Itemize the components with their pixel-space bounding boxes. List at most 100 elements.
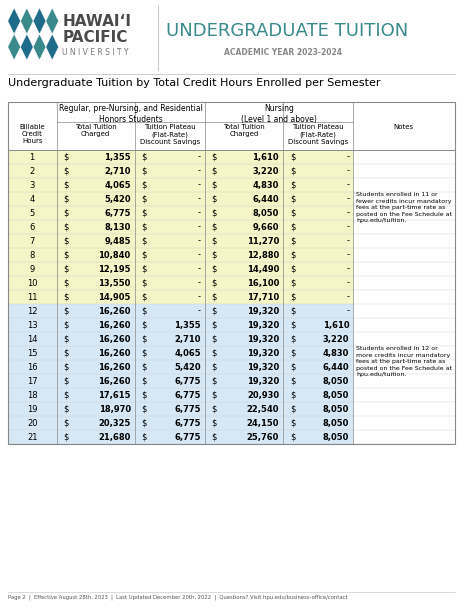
Text: $: $ — [290, 180, 295, 189]
Text: Total Tuition
Charged: Total Tuition Charged — [223, 124, 265, 137]
Text: $: $ — [290, 208, 295, 218]
Bar — [8, 150, 353, 164]
Text: -: - — [346, 292, 349, 302]
Text: 13: 13 — [27, 321, 37, 330]
Text: 12,195: 12,195 — [98, 264, 131, 273]
Text: -: - — [198, 153, 201, 161]
Text: 19,320: 19,320 — [247, 306, 279, 316]
Text: 9,660: 9,660 — [253, 223, 279, 232]
Text: Tuition Plateau
(Flat-Rate)
Discount Savings: Tuition Plateau (Flat-Rate) Discount Sav… — [288, 124, 348, 145]
Bar — [8, 206, 353, 220]
Text: 11: 11 — [27, 292, 37, 302]
Text: $: $ — [64, 335, 69, 343]
Text: -: - — [198, 237, 201, 245]
Text: 6,775: 6,775 — [174, 390, 201, 400]
Text: -: - — [346, 237, 349, 245]
Text: 16,260: 16,260 — [98, 349, 131, 357]
Text: 8,050: 8,050 — [323, 433, 349, 441]
Text: $: $ — [290, 153, 295, 161]
Text: -: - — [198, 251, 201, 259]
Text: 9,485: 9,485 — [104, 237, 131, 245]
Text: $: $ — [141, 292, 147, 302]
Text: $: $ — [141, 223, 147, 232]
Text: $: $ — [290, 405, 295, 414]
Text: $: $ — [212, 362, 217, 371]
Text: 22,540: 22,540 — [246, 405, 279, 414]
Text: $: $ — [141, 405, 147, 414]
Text: -: - — [346, 153, 349, 161]
Text: UNDERGRADUATE TUITION: UNDERGRADUATE TUITION — [166, 22, 408, 40]
Bar — [353, 248, 455, 262]
Text: $: $ — [64, 419, 69, 427]
Text: Regular, pre-Nursing, and Residential
Honors Students: Regular, pre-Nursing, and Residential Ho… — [59, 104, 203, 124]
Polygon shape — [33, 34, 46, 60]
Text: $: $ — [64, 362, 69, 371]
Text: 2: 2 — [29, 167, 35, 175]
Bar — [353, 332, 455, 346]
Text: $: $ — [212, 153, 217, 161]
Text: 14,490: 14,490 — [246, 264, 279, 273]
Bar — [8, 290, 353, 304]
Text: -: - — [346, 167, 349, 175]
Bar — [8, 192, 353, 206]
Text: 4,830: 4,830 — [253, 180, 279, 189]
Text: -: - — [198, 208, 201, 218]
Text: -: - — [346, 194, 349, 204]
Bar — [8, 374, 353, 388]
Text: $: $ — [64, 264, 69, 273]
Text: $: $ — [141, 194, 147, 204]
Text: 4,065: 4,065 — [104, 180, 131, 189]
Text: 1,610: 1,610 — [253, 153, 279, 161]
Text: $: $ — [141, 153, 147, 161]
Text: -: - — [198, 292, 201, 302]
Text: $: $ — [141, 419, 147, 427]
Bar — [8, 360, 353, 374]
Bar — [353, 360, 455, 374]
Text: 18,970: 18,970 — [99, 405, 131, 414]
Text: $: $ — [141, 390, 147, 400]
Bar — [8, 248, 353, 262]
Text: $: $ — [212, 390, 217, 400]
Text: 6,440: 6,440 — [253, 194, 279, 204]
Text: $: $ — [290, 237, 295, 245]
Text: $: $ — [212, 223, 217, 232]
Text: $: $ — [290, 321, 295, 330]
Text: -: - — [346, 208, 349, 218]
Text: 18: 18 — [27, 390, 37, 400]
Text: 8,130: 8,130 — [104, 223, 131, 232]
Text: $: $ — [141, 306, 147, 316]
Text: -: - — [198, 194, 201, 204]
Text: $: $ — [290, 376, 295, 386]
Text: 19: 19 — [27, 405, 37, 414]
Text: Billable
Credit
Hours: Billable Credit Hours — [19, 124, 45, 144]
Polygon shape — [33, 8, 46, 34]
Bar — [353, 318, 455, 332]
Bar — [353, 304, 455, 318]
Text: $: $ — [141, 362, 147, 371]
Text: 19,320: 19,320 — [247, 321, 279, 330]
Text: 11,270: 11,270 — [246, 237, 279, 245]
Text: $: $ — [64, 237, 69, 245]
Text: $: $ — [64, 153, 69, 161]
Text: $: $ — [212, 335, 217, 343]
Text: $: $ — [64, 349, 69, 357]
Text: $: $ — [64, 194, 69, 204]
Text: 17,710: 17,710 — [247, 292, 279, 302]
Text: $: $ — [212, 167, 217, 175]
Text: $: $ — [141, 264, 147, 273]
Text: -: - — [346, 223, 349, 232]
Text: $: $ — [212, 237, 217, 245]
Bar — [8, 102, 455, 444]
Text: 6,440: 6,440 — [323, 362, 349, 371]
Text: $: $ — [290, 306, 295, 316]
Text: $: $ — [212, 306, 217, 316]
Bar — [8, 102, 455, 444]
Bar — [8, 318, 353, 332]
Text: -: - — [198, 278, 201, 287]
Bar — [353, 346, 455, 360]
Bar — [8, 416, 353, 430]
Text: $: $ — [290, 292, 295, 302]
Text: 6: 6 — [29, 223, 35, 232]
Text: 1: 1 — [29, 153, 35, 161]
Text: $: $ — [212, 264, 217, 273]
